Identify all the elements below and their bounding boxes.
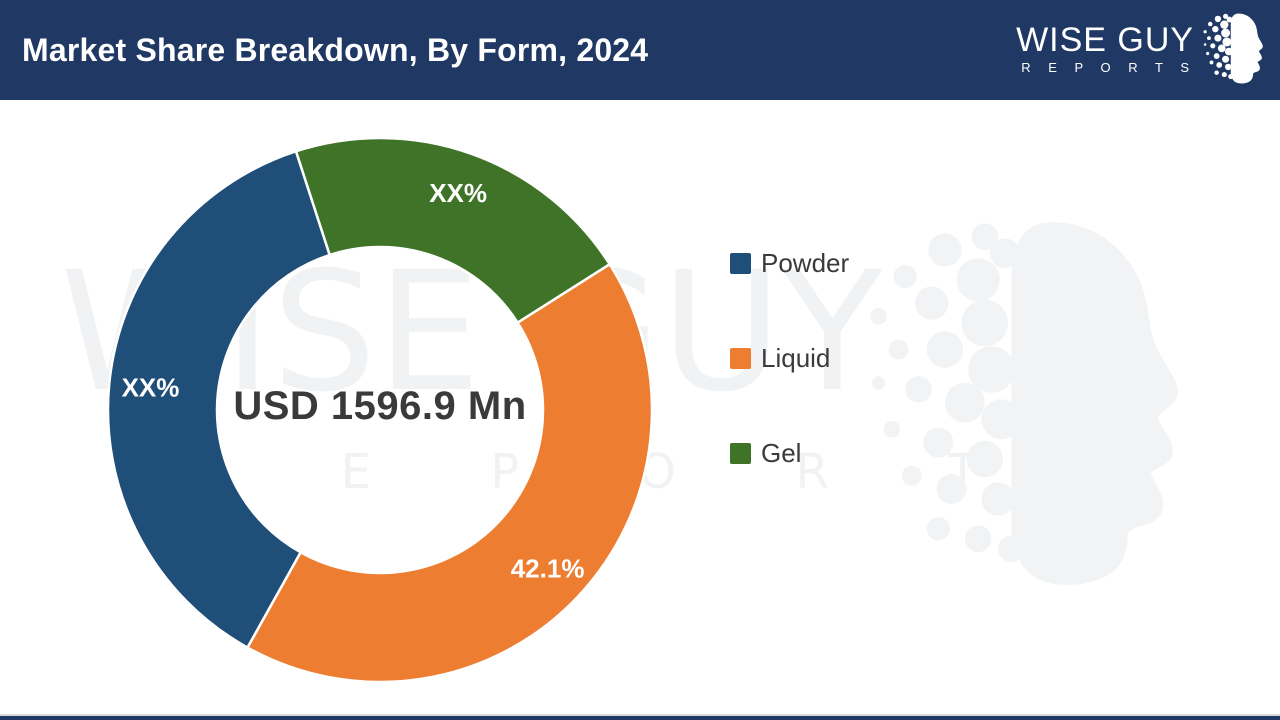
logo-wordmark: WISE GUY [1016, 20, 1195, 59]
legend-item-gel: Gel [730, 438, 849, 469]
legend-label-powder: Powder [761, 248, 850, 278]
legend-swatch-gel [730, 443, 751, 464]
segment-value-label-liquid: 42.1% [511, 553, 585, 583]
legend-item-powder: Powder [730, 248, 849, 279]
legend-label-liquid: Liquid [761, 343, 831, 373]
legend-label-gel: Gel [761, 438, 802, 468]
donut-segment-powder [106, 150, 331, 649]
donut-center-value: USD 1596.9 Mn [233, 384, 527, 428]
donut-segment-gel [294, 136, 611, 324]
legend-item-liquid: Liquid [730, 343, 849, 374]
donut-chart: XX% 42.1% XX% [106, 136, 654, 684]
page-title: Market Share Breakdown, By Form, 2024 [22, 31, 649, 68]
footer-accent-bar [0, 716, 1280, 720]
legend-swatch-powder [730, 253, 751, 274]
donut-segment-liquid [246, 263, 654, 684]
wise-guy-reports-logo: WISE GUY R E P O R T S [1014, 10, 1264, 88]
footer-hairline [0, 714, 1280, 716]
segment-value-label-gel: XX% [429, 178, 487, 208]
logo-subtitle: R E P O R T S [1021, 60, 1196, 76]
logo-face-icon [1203, 13, 1263, 84]
legend-swatch-liquid [730, 348, 751, 369]
segment-value-label-powder: XX% [122, 373, 180, 403]
chart-legend: Powder Liquid Gel [730, 248, 849, 469]
watermark-face-icon [870, 222, 1178, 585]
header-bar: Market Share Breakdown, By Form, 2024 WI… [0, 0, 1280, 100]
